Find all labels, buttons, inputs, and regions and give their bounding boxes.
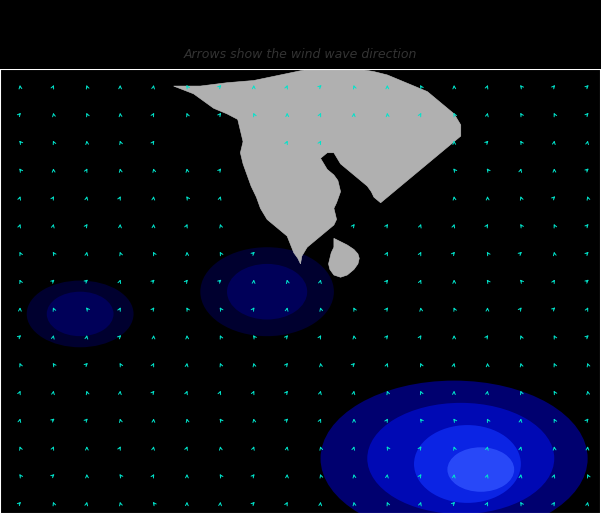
Text: Secondary Swell energy on Sunday 23 Mar at 2am +05: Secondary Swell energy on Sunday 23 Mar … <box>70 12 531 30</box>
Ellipse shape <box>367 403 554 514</box>
Ellipse shape <box>47 291 114 336</box>
Ellipse shape <box>414 425 521 503</box>
Polygon shape <box>174 64 461 264</box>
Ellipse shape <box>227 264 307 320</box>
Text: Arrows show the wind wave direction: Arrows show the wind wave direction <box>184 48 417 61</box>
Ellipse shape <box>320 380 588 514</box>
Ellipse shape <box>447 447 514 492</box>
Ellipse shape <box>26 281 133 347</box>
Ellipse shape <box>200 247 334 336</box>
Polygon shape <box>329 238 359 277</box>
